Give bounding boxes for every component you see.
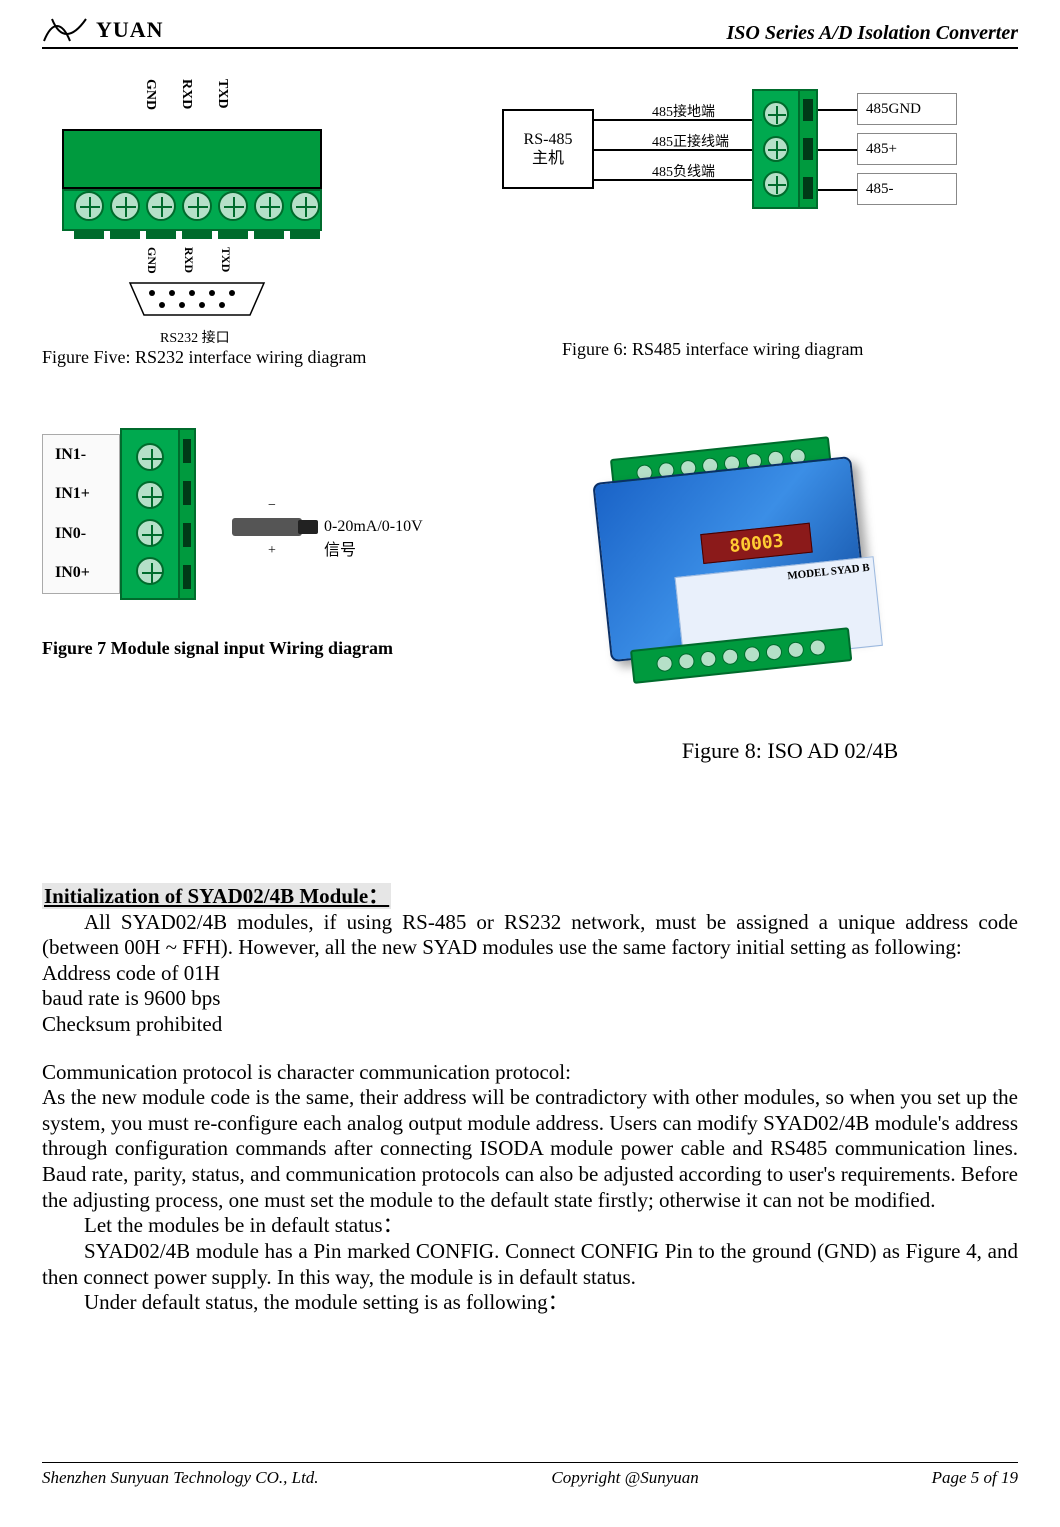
fig5-caption: Figure Five: RS232 interface wiring diag… [42, 347, 442, 368]
fig7-probe-label: 0-20mA/0-10V 信号 [324, 518, 442, 560]
fig7-in1m: IN1- [55, 446, 119, 464]
fig5-screws [74, 191, 320, 221]
para-5: SYAD02/4B module has a Pin marked CONFIG… [42, 1239, 1018, 1290]
fig5-top-labels: GND RXD TXD [142, 79, 230, 110]
line-checksum: Checksum prohibited [42, 1012, 1018, 1038]
fig7-in0p: IN0+ [55, 564, 119, 582]
fig5-blbl-gnd: GND [144, 247, 159, 274]
fig6-wlabel-neg: 485负线端 [652, 161, 715, 181]
fig6-signal-block: 485GND 485+ 485- [857, 89, 957, 209]
led-display: 80003 [700, 523, 813, 564]
fig7-plus: + [268, 543, 276, 559]
fig5-lbl-gnd: GND [142, 79, 158, 110]
fig6-sig-gnd: 485GND [857, 93, 957, 125]
doc-type: ISO Series A/D Isolation Converter [726, 22, 1018, 45]
fig6-sig-neg: 485- [857, 173, 957, 205]
fig6-terminal [752, 89, 800, 209]
footer-left: Shenzhen Sunyuan Technology CO., Ltd. [42, 1468, 319, 1488]
para-2: Communication protocol is character comm… [42, 1060, 1018, 1086]
fig5-green-block [62, 129, 322, 189]
para-3: As the new module code is the same, thei… [42, 1085, 1018, 1213]
brand: YUAN [42, 15, 164, 45]
fig7-input-labels: IN1- IN1+ IN0- IN0+ [42, 434, 120, 594]
fig7-in0m: IN0- [55, 525, 119, 543]
probe-icon [232, 518, 302, 536]
para-1: All SYAD02/4B modules, if using RS-485 o… [42, 910, 1018, 961]
rs485-host: RS-485 主机 [502, 109, 594, 189]
fig7-in1p: IN1+ [55, 485, 119, 503]
footer-right: Page 5 of 19 [932, 1468, 1018, 1488]
product-model: MODEL SYAD B [680, 562, 870, 594]
product-photo: 80003 MODEL SYAD B [548, 410, 935, 726]
fig6-wlabel-gnd: 485接地端 [652, 101, 715, 121]
page-footer: Shenzhen Sunyuan Technology CO., Ltd. Co… [42, 1468, 1018, 1488]
fig6-wlabel-pos: 485正接线端 [652, 131, 729, 151]
line-baud: baud rate is 9600 bps [42, 986, 1018, 1012]
figure-6: RS-485 主机 485接地端 485正接线端 485负线端 485GND 4… [472, 79, 1018, 368]
section-initialization: Initialization of SYAD02/4B Module： All … [42, 884, 1018, 1316]
fig5-lbl-txd: TXD [214, 79, 230, 110]
fig7-caption: Figure 7 Module signal input Wiring diag… [42, 638, 482, 659]
fig6-sig-pos: 485+ [857, 133, 957, 165]
para-4: Let the modules be in default status： [42, 1213, 1018, 1239]
brand-name: YUAN [96, 17, 164, 43]
footer-center: Copyright @Sunyuan [551, 1468, 698, 1488]
fig7-terminal [120, 428, 180, 600]
fig5-bot-labels: GND RXD TXD [144, 247, 233, 274]
fig8-caption: Figure 8: ISO AD 02/4B [562, 738, 1018, 764]
figure-5: GND RXD TXD GND RXD TXD [42, 79, 442, 368]
page-header: YUAN ISO Series A/D Isolation Converter [42, 15, 1018, 49]
probe-tip-icon [298, 520, 318, 534]
fig6-caption: Figure 6: RS485 interface wiring diagram [562, 339, 1018, 360]
fig5-lbl-rxd: RXD [178, 79, 194, 110]
fig5-blbl-txd: TXD [218, 247, 233, 274]
line-addr: Address code of 01H [42, 961, 1018, 987]
section-title: Initialization of SYAD02/4B Module： [42, 883, 391, 909]
fig5-blbl-rxd: RXD [181, 247, 196, 274]
para-6: Under default status, the module setting… [42, 1290, 1018, 1316]
figure-8: 80003 MODEL SYAD B Figure 8: ISO AD 02/4… [502, 428, 1018, 764]
brand-logo-icon [42, 15, 90, 45]
figure-7: IN1- IN1+ IN0- IN0+ − + 0-20mA/0-10V 信号 … [42, 428, 482, 764]
fig5-port-caption: RS232 接口 [160, 327, 230, 347]
footer-rule [42, 1462, 1018, 1463]
fig7-minus: − [268, 498, 276, 514]
db9-icon [122, 279, 272, 319]
